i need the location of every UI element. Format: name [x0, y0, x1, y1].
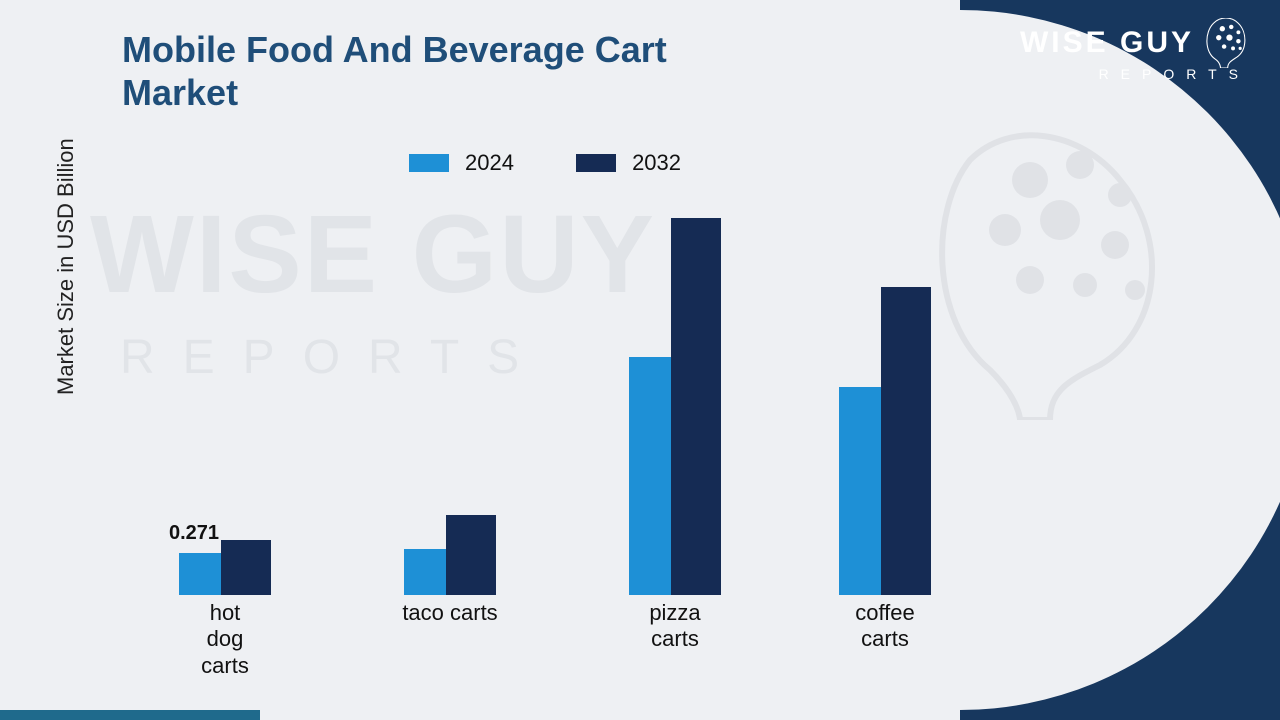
brand-main-text: WISE GUY — [1020, 26, 1194, 60]
category-label: hotdogcarts — [155, 600, 295, 679]
plot-area: 0.271hotdogcartstaco cartspizzacartscoff… — [135, 195, 975, 595]
y-axis-label: Market Size in USD Billion — [53, 138, 79, 395]
bar-2032 — [446, 515, 496, 595]
bar-2032 — [671, 218, 721, 595]
bar-2032 — [881, 287, 931, 595]
legend-label-2024: 2024 — [465, 150, 514, 176]
category-label: taco carts — [380, 600, 520, 626]
brand-head-icon — [1200, 18, 1250, 68]
category-label: coffeecarts — [815, 600, 955, 653]
bar-value-label: 0.271 — [169, 522, 219, 545]
legend-swatch-2024 — [409, 154, 449, 172]
brand-sub-text: REPORTS — [1020, 66, 1250, 82]
category-label: pizzacarts — [605, 600, 745, 653]
legend: 2024 2032 — [115, 150, 975, 178]
stage: WISE GUY REPORTS Mobile Food And Beverag… — [0, 0, 1280, 720]
bar-2032 — [221, 540, 271, 595]
legend-item-2032: 2032 — [576, 150, 681, 176]
page-title: Mobile Food And Beverage Cart Market — [122, 28, 762, 114]
legend-item-2024: 2024 — [409, 150, 514, 176]
legend-label-2032: 2032 — [632, 150, 681, 176]
brand-logo: WISE GUY REPORTS — [1020, 18, 1250, 82]
chart: Market Size in USD Billion 2024 2032 0.2… — [115, 150, 975, 660]
legend-swatch-2032 — [576, 154, 616, 172]
accent-bar — [0, 710, 260, 720]
